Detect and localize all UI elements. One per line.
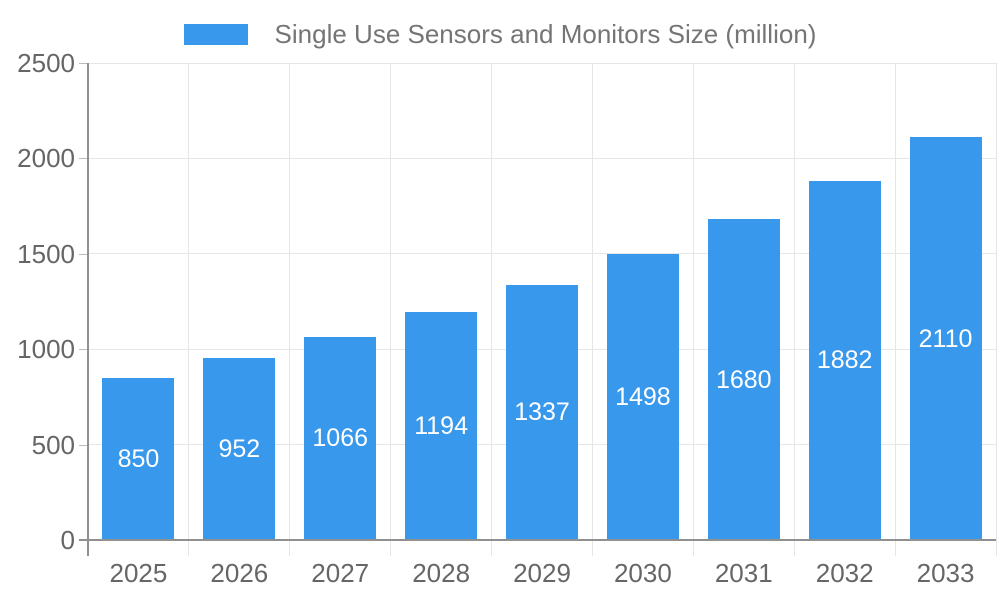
y-gridline	[88, 157, 996, 159]
x-gridline	[491, 63, 493, 556]
y-axis-label: 0	[60, 525, 75, 555]
bar-2028[interactable]	[405, 312, 478, 540]
x-axis-label: 2033	[916, 558, 975, 588]
y-tick	[79, 158, 88, 160]
bar-2030[interactable]	[606, 254, 679, 540]
x-axis-line	[79, 539, 996, 541]
x-axis-label: 2029	[513, 558, 571, 588]
y-tick	[79, 253, 88, 255]
bar-2032[interactable]	[808, 180, 881, 540]
x-axis-label: 2032	[815, 558, 874, 588]
y-axis-label: 1000	[17, 334, 75, 365]
x-axis-label: 2026	[210, 558, 269, 588]
y-tick	[79, 63, 88, 64]
x-axis-label: 2030	[613, 558, 672, 588]
y-axis-line	[87, 63, 89, 556]
y-axis-label: 1500	[17, 238, 75, 269]
x-gridline	[692, 63, 694, 556]
x-gridline	[793, 63, 795, 556]
x-gridline	[894, 63, 896, 556]
x-axis-label: 2025	[109, 558, 168, 588]
y-tick	[79, 349, 88, 351]
x-axis-label: 2028	[412, 558, 471, 588]
chart-legend[interactable]: Single Use Sensors and Monitors Size (mi…	[0, 18, 1000, 50]
bar-2026[interactable]	[203, 358, 276, 540]
legend-label: Single Use Sensors and Monitors Size (mi…	[274, 19, 817, 49]
bar-2029[interactable]	[506, 284, 578, 540]
x-axis-label: 2027	[311, 558, 370, 588]
bar-2027[interactable]	[304, 336, 377, 540]
y-axis-label: 500	[31, 429, 75, 460]
bar-2025[interactable]	[102, 377, 175, 540]
x-gridline	[188, 63, 190, 556]
x-gridline	[289, 63, 291, 556]
x-gridline	[390, 63, 392, 556]
x-gridline	[591, 63, 593, 556]
y-axis-label: 2500	[17, 48, 75, 78]
x-axis-label: 2031	[714, 558, 773, 588]
y-gridline	[88, 253, 996, 255]
y-axis-label: 2000	[17, 143, 75, 174]
legend-swatch	[183, 23, 248, 45]
y-gridline	[88, 62, 996, 64]
bar-2033[interactable]	[909, 137, 982, 540]
bar-2031[interactable]	[707, 219, 780, 540]
y-tick	[79, 444, 88, 446]
x-gridline	[995, 63, 997, 556]
